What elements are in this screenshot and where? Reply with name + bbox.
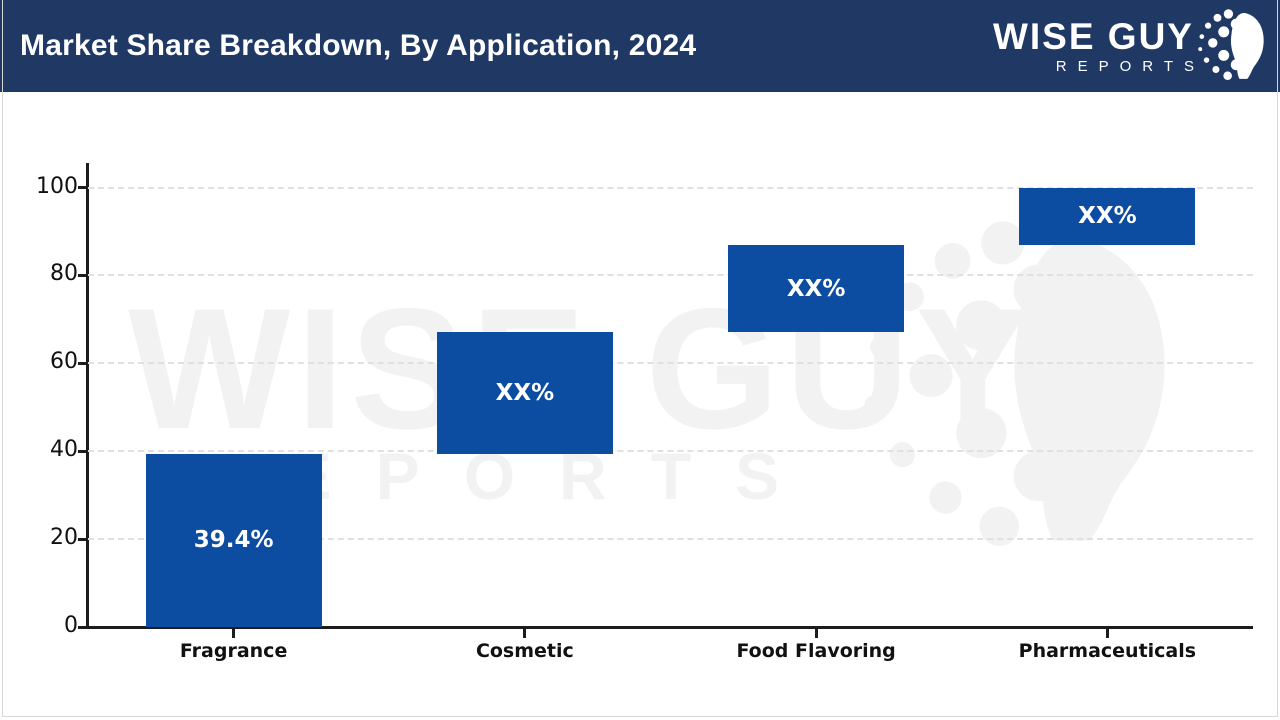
y-tick	[78, 273, 88, 277]
y-tick-label: 100	[36, 173, 78, 199]
brand-logo-text: WISE GUY REPORTS	[993, 18, 1194, 74]
bar-value-label: 39.4%	[193, 527, 274, 554]
x-tick	[523, 629, 527, 638]
y-axis-line	[86, 163, 89, 629]
bar[interactable]: XX%	[436, 332, 613, 454]
header: Market Share Breakdown, By Application, …	[0, 0, 1280, 92]
y-tick-label: 60	[50, 349, 78, 375]
gridline	[88, 274, 1253, 277]
y-tick	[78, 186, 88, 189]
gridline	[88, 186, 1253, 189]
x-tick	[1105, 629, 1109, 638]
y-tick-label: 80	[50, 261, 78, 287]
category-label: Fragrance	[179, 640, 288, 662]
gridline	[88, 450, 1253, 453]
brand-logo: WISE GUY REPORTS	[993, 7, 1266, 85]
y-tick-label: 0	[64, 613, 78, 638]
y-tick	[78, 361, 88, 365]
y-tick-label: 20	[50, 525, 78, 551]
y-tick	[78, 449, 88, 453]
category-label: Cosmetic	[475, 640, 574, 662]
bar[interactable]: XX%	[728, 245, 905, 333]
y-tick	[78, 625, 88, 629]
chart-title: Market Share Breakdown, By Application, …	[20, 29, 697, 62]
y-tick-label: 40	[50, 437, 78, 463]
bar-value-label: XX%	[1078, 203, 1137, 230]
x-tick	[232, 629, 236, 638]
bar-value-label: XX%	[786, 275, 846, 302]
x-axis-line	[86, 626, 1253, 629]
bar[interactable]: 39.4%	[145, 453, 322, 627]
y-tick	[78, 537, 88, 541]
bar[interactable]: XX%	[1019, 187, 1196, 246]
gridline	[88, 362, 1253, 365]
brand-name: WISE GUY	[992, 16, 1194, 57]
x-tick	[814, 629, 818, 638]
category-label: Food Flavoring	[736, 640, 896, 662]
category-label: Pharmaceuticals	[1018, 640, 1197, 662]
gridline	[88, 538, 1253, 541]
brand-subtitle: REPORTS	[1055, 58, 1205, 75]
bar-value-label: XX%	[495, 379, 555, 406]
wise-guy-face-icon	[1198, 9, 1264, 81]
watermark-face-icon	[864, 221, 1165, 547]
